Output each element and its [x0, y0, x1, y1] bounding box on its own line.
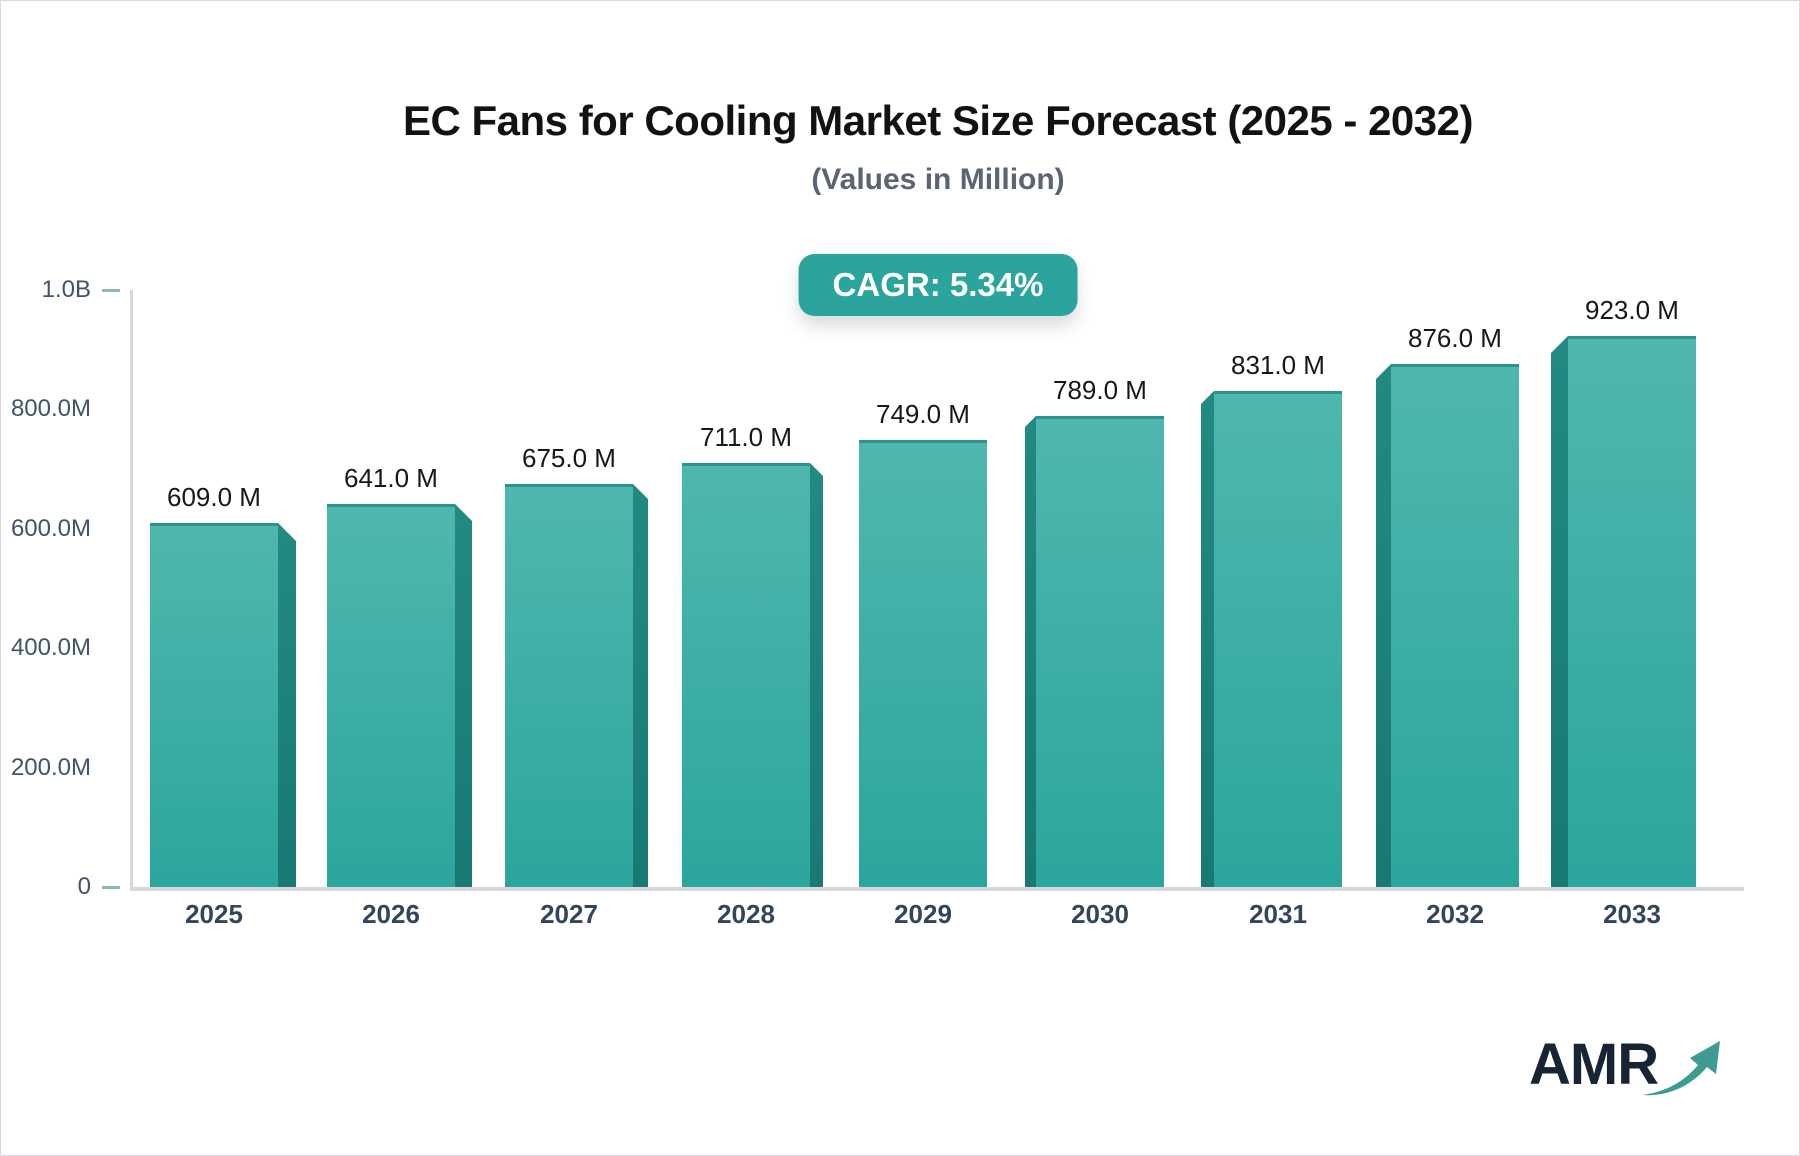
bar-value-label-2028: 711.0 M: [699, 422, 792, 452]
x-axis-label-2029: 2029: [894, 899, 952, 929]
bar-2026-side: [455, 504, 472, 887]
bar-2028: [682, 463, 810, 887]
bar-value-label-2033: 923.0 M: [1585, 295, 1679, 325]
bar-value-label-2025: 609.0 M: [167, 482, 261, 512]
y-axis-line: [130, 290, 133, 891]
x-axis-line: [130, 887, 1744, 891]
chart-title: EC Fans for Cooling Market Size Forecast…: [402, 97, 1474, 144]
y-axis-tick-label: 800.0M: [10, 395, 91, 423]
growth-arrow-path: [1642, 1041, 1721, 1096]
x-axis-label-2032: 2032: [1426, 899, 1484, 929]
chart-header: EC Fans for Cooling Market Size Forecast…: [132, 1, 1744, 341]
bar-2031-side: [1201, 391, 1214, 887]
bar-2031: [1214, 391, 1342, 887]
bar-value-label-2031: 831.0 M: [1231, 350, 1325, 380]
x-axis-label-2033: 2033: [1603, 899, 1661, 929]
cagr-badge: CAGR: 5.34%: [798, 254, 1078, 316]
bar-value-label-2030: 789.0 M: [1053, 375, 1147, 405]
bar-2032-side: [1376, 364, 1391, 887]
y-axis-tick-dash: [102, 886, 120, 889]
bar-value-label-2026: 641.0 M: [344, 463, 438, 493]
chart-subtitle: (Values in Million): [811, 163, 1065, 196]
y-axis-tick-label: 200.0M: [10, 753, 91, 781]
x-axis-label-2027: 2027: [540, 899, 598, 929]
bar-2033-side: [1551, 336, 1568, 887]
x-axis-label-2030: 2030: [1071, 899, 1129, 929]
x-axis-label-2028: 2028: [717, 899, 775, 929]
bar-2027-side: [633, 484, 648, 887]
bar-value-label-2029: 749.0 M: [876, 399, 970, 429]
bar-2025-side: [278, 523, 296, 887]
y-axis-tick-dash: [102, 289, 120, 292]
bar-2030-side: [1025, 416, 1036, 887]
bar-2026: [327, 504, 455, 887]
y-axis-tick-label: 600.0M: [10, 514, 91, 542]
bar-2027: [505, 484, 633, 887]
bar-2025: [150, 523, 278, 887]
bar-2029: [859, 440, 987, 887]
x-axis-label-2026: 2026: [362, 899, 420, 929]
amr-logo: AMR: [1529, 1035, 1724, 1099]
bar-value-label-2032: 876.0 M: [1408, 323, 1502, 353]
x-axis-label-2031: 2031: [1249, 899, 1307, 929]
bar-2032: [1391, 364, 1519, 887]
y-axis-tick-label: 400.0M: [10, 634, 91, 662]
bar-2028-side: [810, 463, 823, 887]
bar-2033: [1568, 336, 1696, 887]
y-axis-tick-label: 1.0B: [41, 276, 91, 303]
x-axis-label-2025: 2025: [185, 899, 243, 929]
growth-arrow-icon: [1642, 1041, 1721, 1096]
bar-value-label-2027: 675.0 M: [522, 443, 616, 473]
bar-2030: [1036, 416, 1164, 887]
y-axis-tick-label: 0: [77, 873, 91, 900]
amr-logo-text: AMR: [1529, 1032, 1659, 1097]
